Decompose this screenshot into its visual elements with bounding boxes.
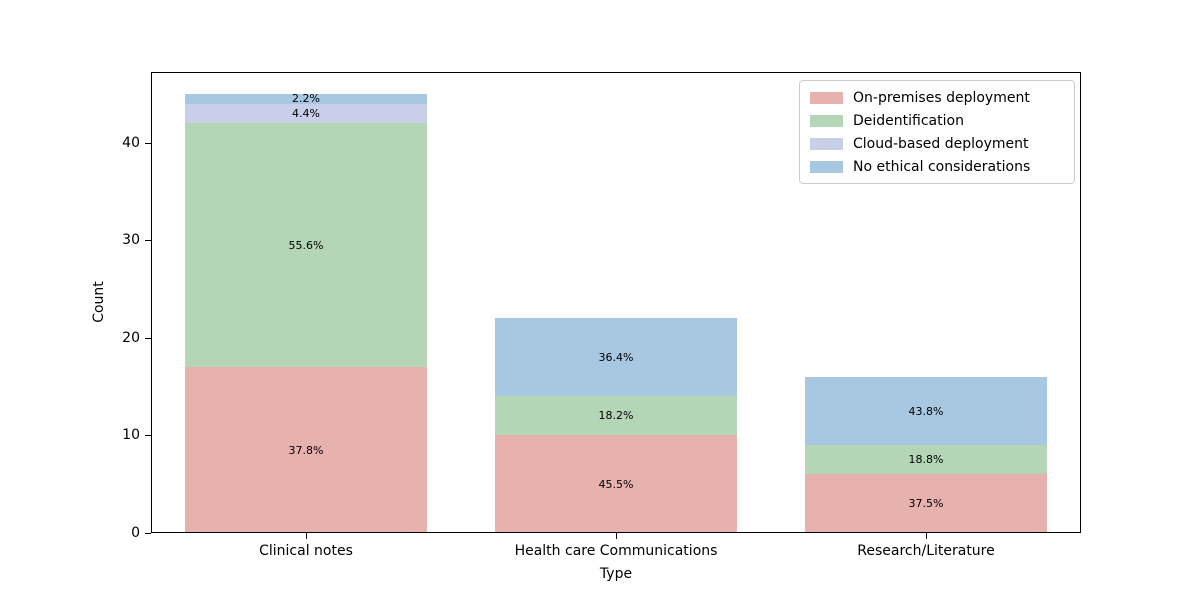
x-tick-mark [306, 533, 307, 539]
legend-entry: Cloud-based deployment [810, 134, 1064, 153]
y-axis-label: Count [91, 281, 107, 323]
x-tick-label: Research/Literature [857, 543, 995, 559]
legend-label: Cloud-based deployment [853, 135, 1029, 152]
y-tick-label: 20 [122, 329, 140, 346]
y-tick-label: 10 [122, 427, 140, 444]
y-tick-label: 0 [131, 525, 140, 541]
x-tick-mark [616, 533, 617, 539]
legend-entry: On-premises deployment [810, 88, 1064, 107]
legend-swatch [810, 91, 843, 104]
legend-swatch [810, 114, 843, 127]
y-tick-mark [145, 533, 151, 534]
legend-label: Deidentification [853, 112, 964, 129]
legend: On-premises deployment Deidentification Cl… [799, 80, 1075, 184]
x-axis-label: Type [599, 566, 633, 582]
x-tick-mark [926, 533, 927, 539]
legend-label: On-premises deployment [853, 89, 1030, 106]
plot-area [151, 72, 1081, 533]
legend-label: No ethical considerations [853, 158, 1031, 175]
y-tick-label: 40 [122, 134, 140, 151]
x-tick-label: Clinical notes [259, 543, 353, 559]
x-tick-label: Health care Communications [514, 543, 718, 559]
legend-entry: No ethical considerations [810, 157, 1064, 176]
legend-swatch [810, 160, 843, 173]
y-tick-label: 30 [122, 232, 140, 249]
legend-entry: Deidentification [810, 111, 1064, 130]
legend-swatch [810, 137, 843, 150]
